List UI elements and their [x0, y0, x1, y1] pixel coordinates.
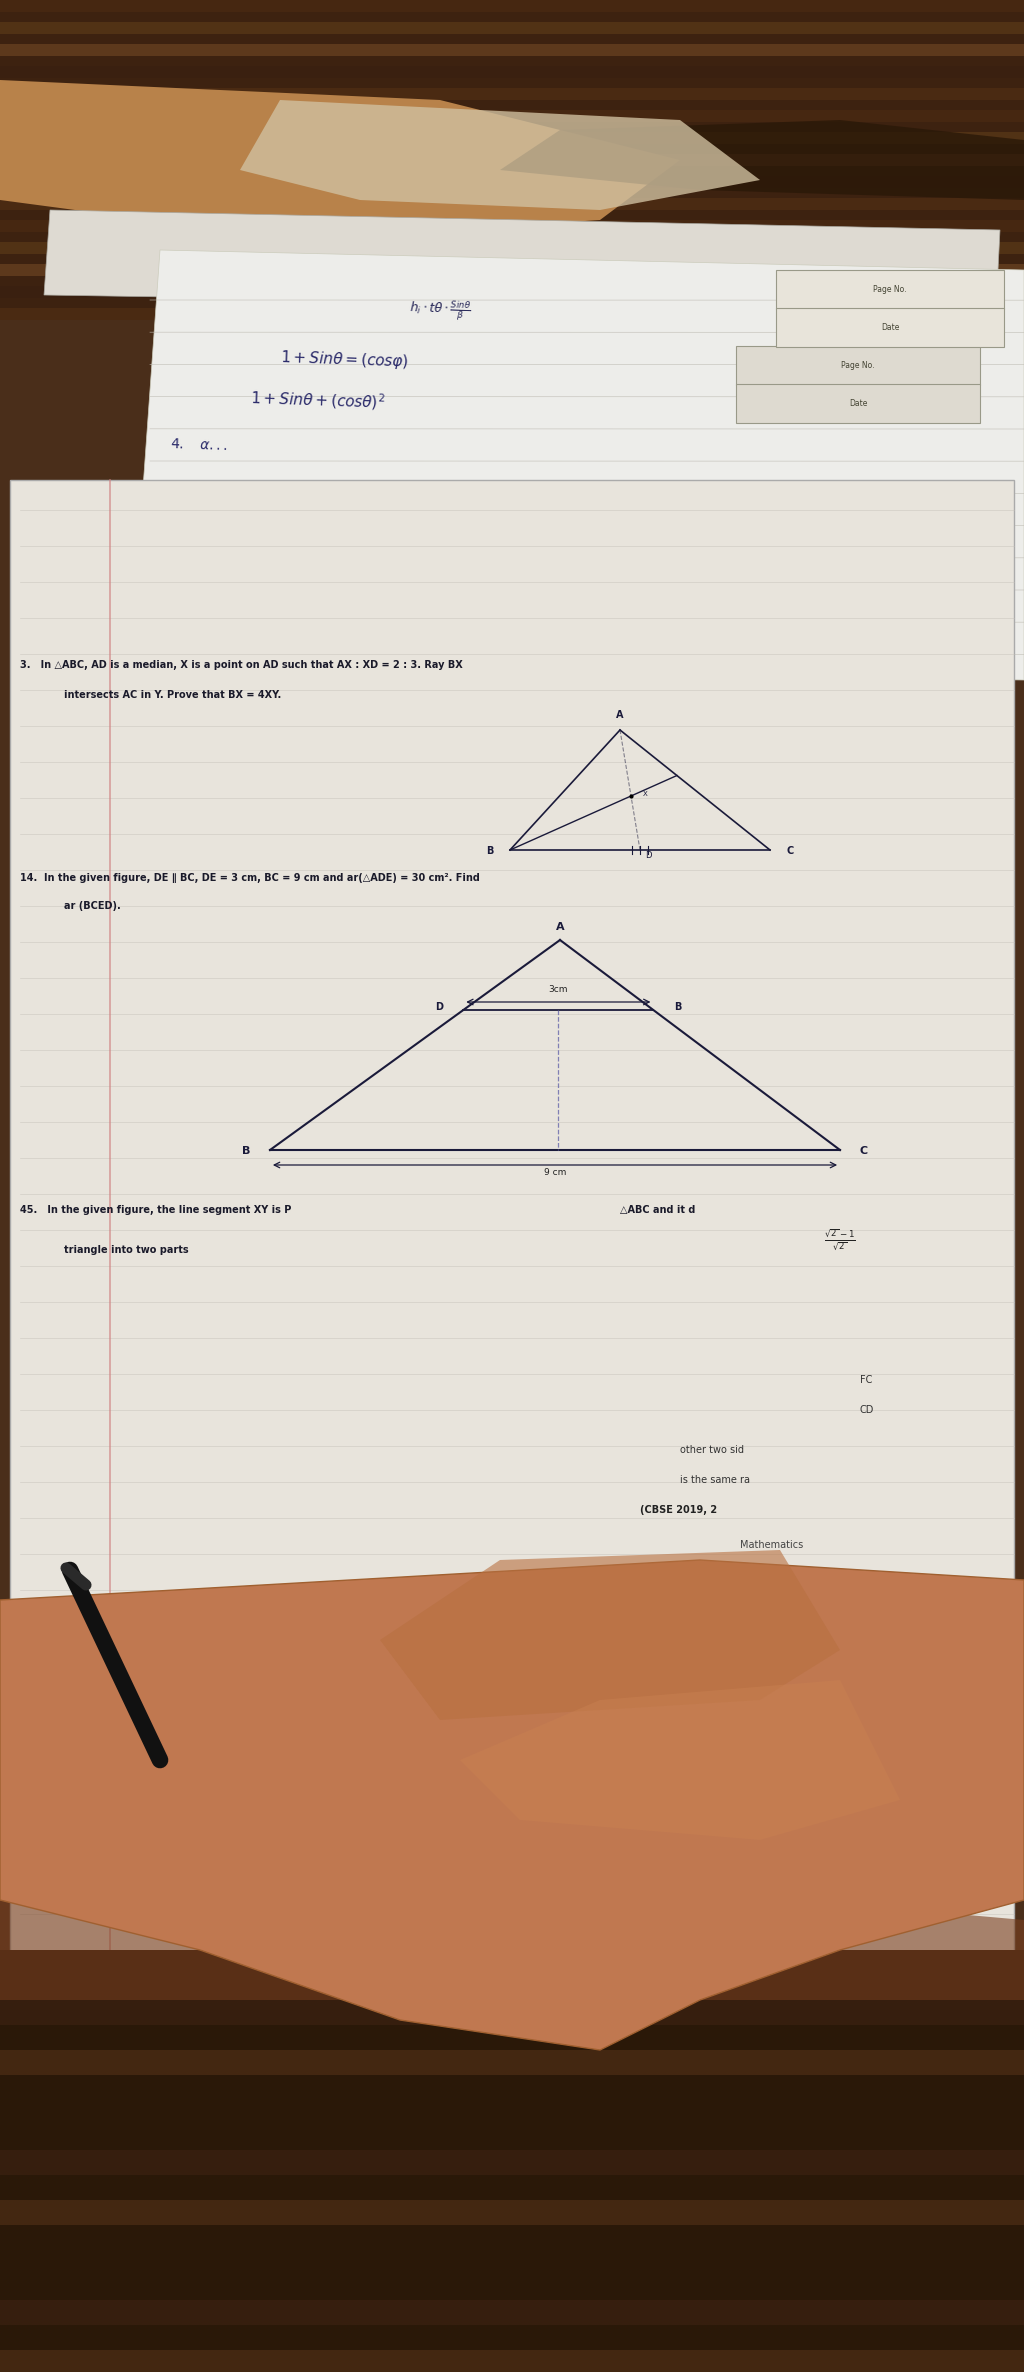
FancyBboxPatch shape	[10, 479, 1014, 2230]
Text: 45.   In the given figure, the line segment XY is P: 45. In the given figure, the line segmen…	[20, 1205, 292, 1214]
Polygon shape	[0, 1561, 1024, 2049]
Text: 3.   In △ABC, AD is a median, X is a point on AD such that AX : XD = 2 : 3. Ray : 3. In △ABC, AD is a median, X is a point…	[20, 659, 463, 669]
Text: B: B	[674, 1001, 681, 1013]
Text: A: A	[616, 709, 624, 721]
FancyBboxPatch shape	[776, 270, 1004, 308]
Text: FC: FC	[860, 1376, 872, 1385]
Text: X: X	[643, 790, 648, 797]
FancyBboxPatch shape	[0, 2099, 1024, 2125]
Text: $1 + Sin\theta + (cos\theta)^2$: $1 + Sin\theta + (cos\theta)^2$	[250, 387, 385, 413]
Polygon shape	[130, 249, 1024, 681]
Text: D: D	[645, 852, 651, 861]
FancyBboxPatch shape	[0, 176, 1024, 187]
Text: CD: CD	[860, 1404, 874, 1416]
Text: 14.  In the given figure, DE ∥ BC, DE = 3 cm, BC = 9 cm and ar(△ADE) = 30 cm². F: 14. In the given figure, DE ∥ BC, DE = 3…	[20, 873, 480, 882]
FancyBboxPatch shape	[0, 21, 1024, 33]
Text: other two sid: other two sid	[680, 1445, 744, 1454]
FancyBboxPatch shape	[0, 287, 1024, 299]
Polygon shape	[380, 1549, 840, 1720]
Text: triangle into two parts: triangle into two parts	[63, 1245, 188, 1255]
FancyBboxPatch shape	[0, 154, 1024, 166]
FancyBboxPatch shape	[0, 2000, 1024, 2026]
FancyBboxPatch shape	[0, 45, 1024, 57]
Text: A: A	[556, 923, 564, 932]
FancyBboxPatch shape	[0, 109, 1024, 121]
Polygon shape	[460, 1679, 900, 1841]
Text: ar (BCED).: ar (BCED).	[63, 901, 121, 911]
Text: (CBSE 2019, 2: (CBSE 2019, 2	[640, 1504, 717, 1516]
Text: is the same ra: is the same ra	[680, 1475, 750, 1485]
Text: Date: Date	[881, 323, 899, 332]
FancyBboxPatch shape	[0, 133, 1024, 145]
Text: B: B	[242, 1146, 250, 1155]
Text: $4. \quad \alpha...$: $4. \quad \alpha...$	[170, 436, 228, 453]
Text: 9 cm: 9 cm	[544, 1167, 566, 1177]
Text: $\frac{\sqrt{2}-1}{\sqrt{2}}$: $\frac{\sqrt{2}-1}{\sqrt{2}}$	[824, 1229, 856, 1252]
Text: 3cm: 3cm	[549, 984, 568, 994]
Text: Page No.: Page No.	[842, 361, 874, 370]
Text: C: C	[860, 1146, 868, 1155]
Text: Page No.: Page No.	[873, 285, 906, 294]
Text: C: C	[786, 847, 794, 856]
FancyBboxPatch shape	[0, 2049, 1024, 2076]
Text: $h_i \cdot t\theta \cdot \frac{Sin\theta}{\beta}$: $h_i \cdot t\theta \cdot \frac{Sin\theta…	[409, 296, 471, 323]
Text: intersects AC in Y. Prove that BX = 4XY.: intersects AC in Y. Prove that BX = 4XY.	[63, 690, 282, 700]
FancyBboxPatch shape	[0, 2301, 1024, 2325]
Text: Date: Date	[849, 398, 867, 408]
FancyBboxPatch shape	[0, 88, 1024, 100]
FancyBboxPatch shape	[736, 346, 980, 384]
Text: D: D	[435, 1001, 443, 1013]
FancyBboxPatch shape	[0, 2251, 1024, 2275]
FancyBboxPatch shape	[0, 2351, 1024, 2372]
FancyBboxPatch shape	[0, 66, 1024, 78]
Polygon shape	[240, 100, 760, 211]
Text: Mathematics: Mathematics	[740, 1539, 803, 1549]
FancyBboxPatch shape	[0, 2199, 1024, 2225]
FancyBboxPatch shape	[0, 263, 1024, 275]
Text: B: B	[486, 847, 494, 856]
FancyBboxPatch shape	[0, 308, 1024, 320]
FancyBboxPatch shape	[0, 197, 1024, 211]
FancyBboxPatch shape	[776, 308, 1004, 346]
FancyBboxPatch shape	[0, 0, 1024, 12]
FancyBboxPatch shape	[0, 1950, 1024, 2372]
Polygon shape	[0, 1860, 1024, 2000]
FancyBboxPatch shape	[0, 242, 1024, 254]
Polygon shape	[500, 121, 1024, 199]
Text: $1 + Sin\theta = (cos\varphi)$: $1 + Sin\theta = (cos\varphi)$	[280, 349, 409, 372]
Text: △ABC and it d: △ABC and it d	[620, 1205, 695, 1214]
FancyBboxPatch shape	[0, 2149, 1024, 2175]
Polygon shape	[44, 211, 1000, 311]
FancyBboxPatch shape	[0, 221, 1024, 232]
FancyBboxPatch shape	[0, 0, 1024, 320]
Polygon shape	[0, 81, 680, 240]
FancyBboxPatch shape	[736, 384, 980, 422]
